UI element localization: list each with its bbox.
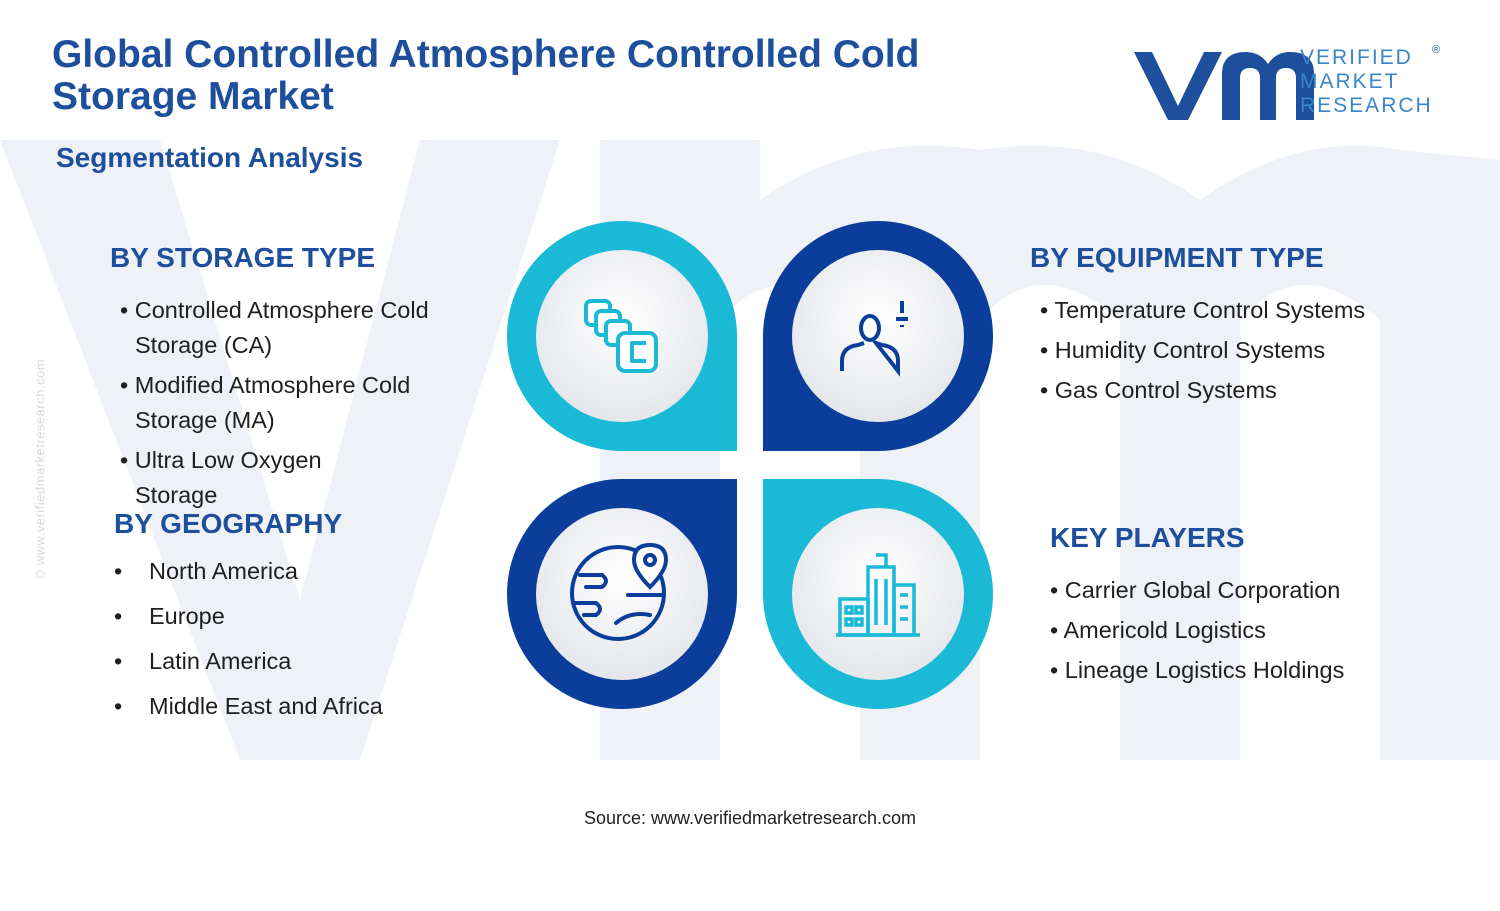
segmentation-diagram bbox=[507, 221, 993, 709]
storage-type-heading: BY STORAGE TYPE bbox=[110, 242, 376, 273]
equipment-type-item: • Temperature Control Systems bbox=[1040, 297, 1366, 323]
logo-line-1: VERIFIED bbox=[1300, 46, 1413, 69]
storage-type-petal bbox=[507, 221, 737, 451]
registered-mark: ® bbox=[1432, 44, 1441, 56]
logo-line-2: MARKET bbox=[1300, 70, 1400, 93]
key-players-heading: KEY PLAYERS bbox=[1050, 522, 1245, 553]
vmr-logo-icon bbox=[1134, 52, 1314, 120]
logo-wordmark: VERIFIED MARKET RESEARCH bbox=[1300, 46, 1433, 118]
equipment-type-item: • Gas Control Systems bbox=[1040, 377, 1277, 403]
equipment-type-item: • Humidity Control Systems bbox=[1040, 337, 1326, 363]
equipment-type-petal bbox=[763, 221, 993, 451]
key-player-item: • Americold Logistics bbox=[1050, 617, 1266, 643]
storage-type-item: • Ultra Low Oxygen Storage bbox=[120, 447, 322, 508]
logo-line-3: RESEARCH bbox=[1300, 94, 1433, 117]
page-subtitle: Segmentation Analysis bbox=[56, 142, 364, 173]
storage-type-item: • Controlled Atmosphere Cold Storage (CA… bbox=[120, 297, 429, 358]
source-citation: Source: www.verifiedmarketresearch.com bbox=[583, 808, 917, 828]
geography-petal bbox=[507, 479, 737, 709]
key-players-petal bbox=[763, 479, 993, 709]
storage-type-item: • Modified Atmosphere Cold Storage (MA) bbox=[120, 372, 411, 433]
key-player-item: • Carrier Global Corporation bbox=[1050, 577, 1341, 603]
city-buildings-icon bbox=[836, 553, 920, 637]
globe-location-icon bbox=[570, 542, 669, 641]
key-player-item: • Lineage Logistics Holdings bbox=[1050, 657, 1345, 683]
user-plus-icon bbox=[840, 301, 908, 377]
equipment-type-heading: BY EQUIPMENT TYPE bbox=[1030, 242, 1324, 273]
vertical-watermark-url: © www.verifiedmarketresearch.com bbox=[32, 358, 48, 580]
geography-heading: BY GEOGRAPHY bbox=[114, 508, 343, 539]
cold-storage-units-icon bbox=[584, 299, 658, 373]
page-title: Global Controlled Atmosphere Controlled … bbox=[52, 33, 920, 118]
